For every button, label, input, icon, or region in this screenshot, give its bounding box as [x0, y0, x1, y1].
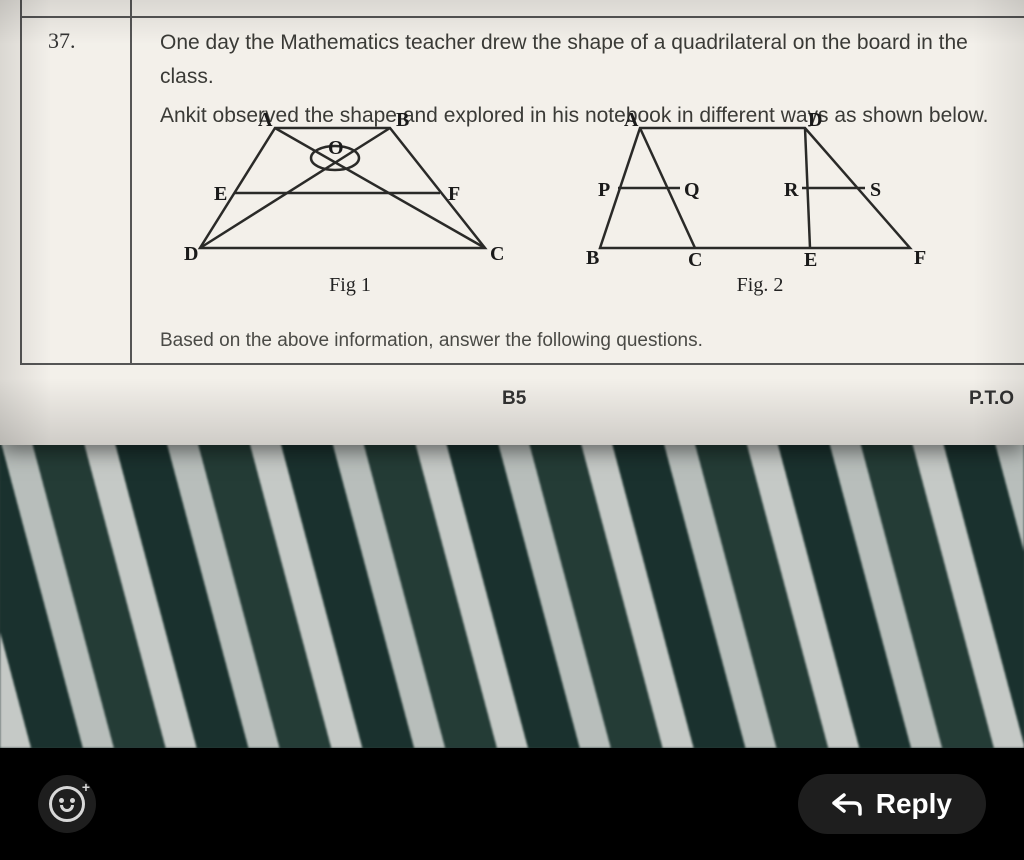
fig1-label-d: D: [184, 243, 198, 265]
fig1-label-a: A: [258, 109, 273, 131]
fig2-label-s: S: [870, 179, 881, 201]
question-number: 37.: [48, 28, 76, 54]
worksheet-paper: 37. One day the Mathematics teacher drew…: [0, 0, 1024, 445]
figure-2-svg: A D B C E F P Q R S: [580, 108, 940, 273]
plus-icon: +: [82, 779, 90, 795]
reply-button[interactable]: Reply: [798, 774, 986, 834]
fig1-label-o: O: [328, 137, 344, 159]
table-column-divider: [130, 0, 132, 365]
fig2-label-r: R: [784, 179, 799, 201]
chat-toolbar: + Reply: [0, 748, 1024, 860]
fig1-label-e: E: [214, 183, 227, 205]
based-on-text: Based on the above information, answer t…: [160, 330, 703, 352]
smile-icon: [49, 786, 85, 822]
reply-label: Reply: [876, 788, 952, 820]
fig2-label-a: A: [624, 109, 639, 131]
fig2-label-e: E: [804, 249, 817, 271]
fig2-label-q: Q: [684, 179, 700, 201]
fig1-label-c: C: [490, 243, 504, 265]
question-line-1: One day the Mathematics teacher drew the…: [160, 26, 1004, 93]
figure-1-svg: A B C D E F O: [180, 108, 520, 273]
figure-1-caption: Fig 1: [180, 274, 520, 297]
fig2-label-d: D: [808, 109, 822, 131]
page-number: B5: [502, 388, 526, 410]
figure-2: A D B C E F P Q R S Fig. 2: [580, 108, 940, 297]
photo-area: 37. One day the Mathematics teacher drew…: [0, 0, 1024, 748]
fig2-label-f: F: [914, 247, 926, 269]
smile-mouth-icon: [60, 805, 74, 812]
fig2-label-p: P: [598, 179, 610, 201]
fig1-label-b: B: [396, 109, 409, 131]
fabric-background: [0, 430, 1024, 748]
fig2-label-c: C: [688, 249, 702, 271]
figure-2-caption: Fig. 2: [580, 274, 940, 297]
fig1-diag-bd: [200, 128, 390, 248]
reply-arrow-icon: [832, 792, 862, 816]
pto-label: P.T.O: [969, 388, 1014, 410]
fig2-label-b: B: [586, 247, 599, 269]
figure-1: A B C D E F O Fig 1: [180, 108, 520, 297]
figures-row: A B C D E F O Fig 1: [160, 108, 980, 308]
emoji-reaction-button[interactable]: +: [38, 775, 96, 833]
fig1-label-f: F: [448, 183, 460, 205]
